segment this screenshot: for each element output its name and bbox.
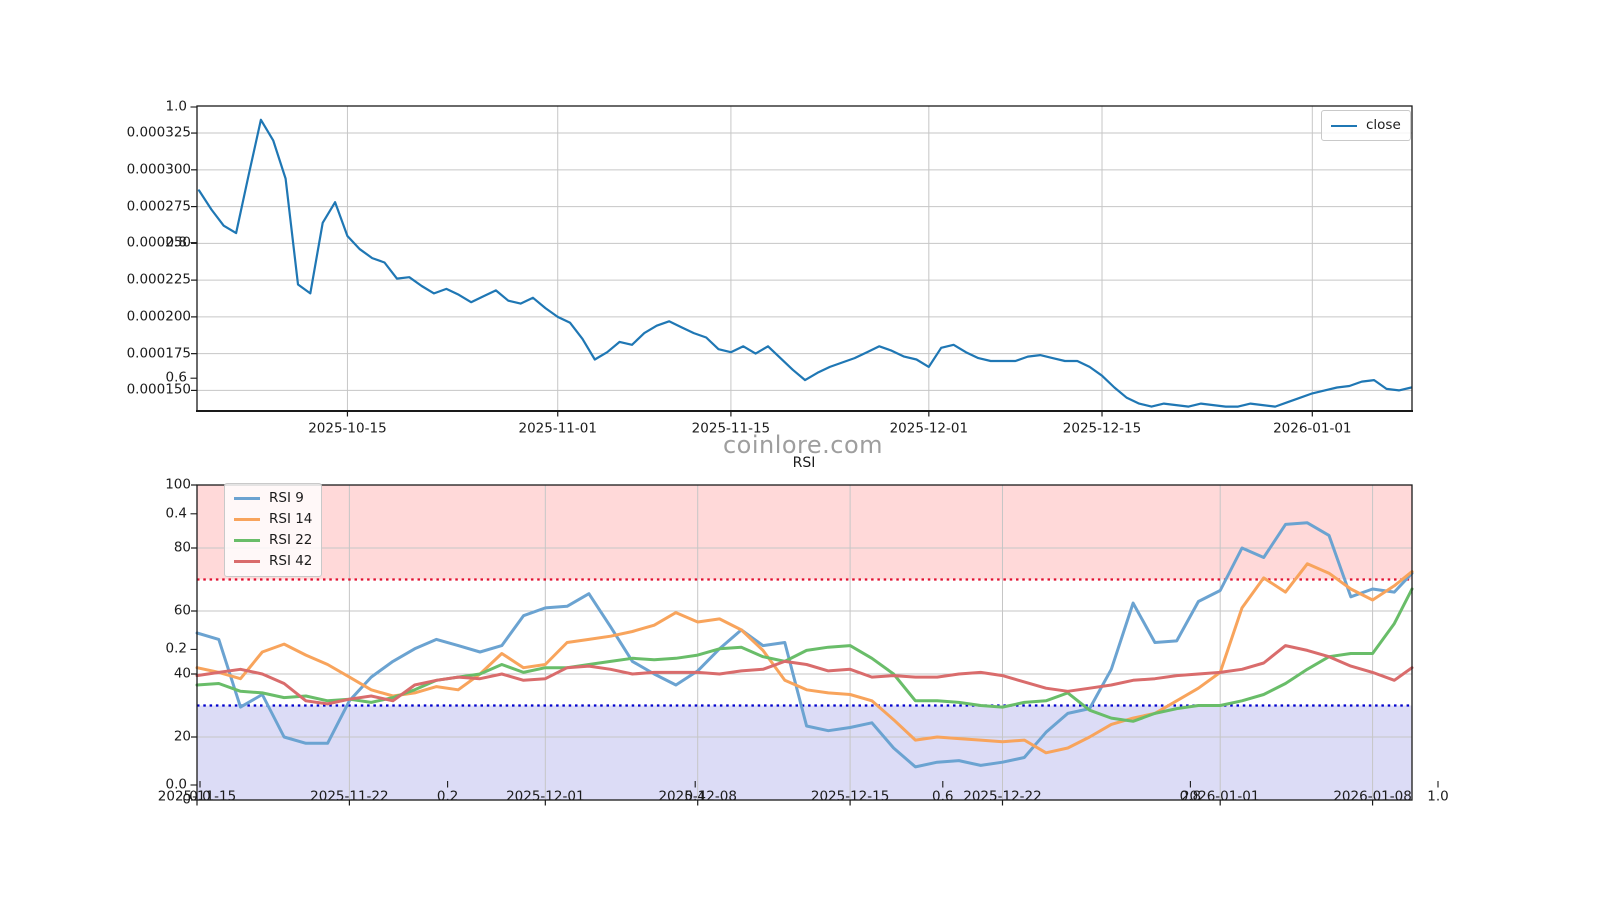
rsi-xtick-label: 2026-01-01 xyxy=(1180,788,1260,805)
overlay-xtick-label: 1.0 xyxy=(1427,788,1449,805)
rsi-ytick-label: 100 xyxy=(165,476,191,493)
overlay-xtick-label: 0.0 xyxy=(189,788,211,805)
overlay-xtick-label: 0.6 xyxy=(932,788,954,805)
price-ytick-label: 0.000225 xyxy=(126,271,191,288)
overlay-xtick-label: 0.2 xyxy=(436,788,459,805)
price-ytick-label: 0.000300 xyxy=(126,161,191,178)
rsi-xtick-label: 2025-11-15 xyxy=(157,788,237,805)
legend-item: RSI 22 xyxy=(234,530,312,551)
price-ytick-label: 0.000175 xyxy=(126,344,191,361)
legend-line-swatch xyxy=(234,560,260,563)
legend-line-swatch xyxy=(234,539,260,542)
rsi-xtick-label: 2025-12-15 xyxy=(810,788,890,805)
price-ytick-label: 0.000150 xyxy=(126,381,191,398)
legend-item: RSI 42 xyxy=(234,551,312,572)
overlay-ytick-label: 0.6 xyxy=(165,369,187,386)
price-legend: close xyxy=(1321,110,1411,141)
legend-label: RSI 42 xyxy=(269,552,313,569)
price-xtick-label: 2026-01-01 xyxy=(1273,420,1352,437)
rsi-ytick-label: 0 xyxy=(182,791,191,808)
overlay-ytick-label: 0.4 xyxy=(165,505,187,522)
price-xtick-label: 2025-12-01 xyxy=(889,420,969,437)
rsi-xtick-label: 2025-12-08 xyxy=(658,788,737,805)
rsi-ytick-label: 40 xyxy=(173,665,191,682)
legend-item: RSI 9 xyxy=(234,488,312,509)
rsi-ytick-label: 60 xyxy=(173,602,191,619)
legend-line-swatch xyxy=(1331,124,1357,127)
rsi-xtick-label: 2025-12-01 xyxy=(506,788,585,805)
watermark: coinlore.com xyxy=(722,431,884,459)
legend-item: RSI 14 xyxy=(234,509,312,530)
rsi-xtick-label: 2025-11-22 xyxy=(310,788,389,805)
rsi-ytick-label: 80 xyxy=(173,539,191,556)
overlay-ytick-label: 0.2 xyxy=(165,640,187,657)
legend-line-swatch xyxy=(234,518,260,521)
price-ytick-label: 0.000325 xyxy=(126,124,191,141)
legend-item: close xyxy=(1331,115,1401,136)
overlay-ytick-label: 0.0 xyxy=(165,776,187,793)
rsi-xtick-label: 2025-12-22 xyxy=(963,788,1042,805)
overlay-xtick-label: 0.4 xyxy=(684,788,706,805)
price-xtick-label: 2025-12-15 xyxy=(1062,420,1142,437)
price-ytick-label: 0.000275 xyxy=(126,197,191,214)
price-ytick-label: 0.000250 xyxy=(126,234,191,251)
price-xtick-label: 2025-10-15 xyxy=(308,420,387,437)
legend-label: close xyxy=(1366,116,1401,133)
price-ytick-label: 0.000200 xyxy=(126,308,191,325)
rsi-ytick-label: 20 xyxy=(173,728,191,745)
overlay-xtick-label: 0.8 xyxy=(1179,788,1202,805)
legend-label: RSI 9 xyxy=(269,489,304,506)
legend-line-swatch xyxy=(234,497,260,500)
rsi-legend: RSI 9 RSI 14 RSI 22 RSI 42 xyxy=(224,483,323,577)
overlay-ytick-label: 1.0 xyxy=(165,98,187,115)
rsi-chart-title: RSI xyxy=(792,455,816,471)
price-xtick-label: 2025-11-01 xyxy=(518,420,597,437)
overlay-ytick-label: 0.8 xyxy=(165,233,187,250)
legend-label: RSI 22 xyxy=(269,531,313,548)
legend-label: RSI 14 xyxy=(269,510,313,527)
price-xtick-label: 2025-11-15 xyxy=(691,420,771,437)
rsi-xtick-label: 2026-01-08 xyxy=(1333,788,1412,805)
